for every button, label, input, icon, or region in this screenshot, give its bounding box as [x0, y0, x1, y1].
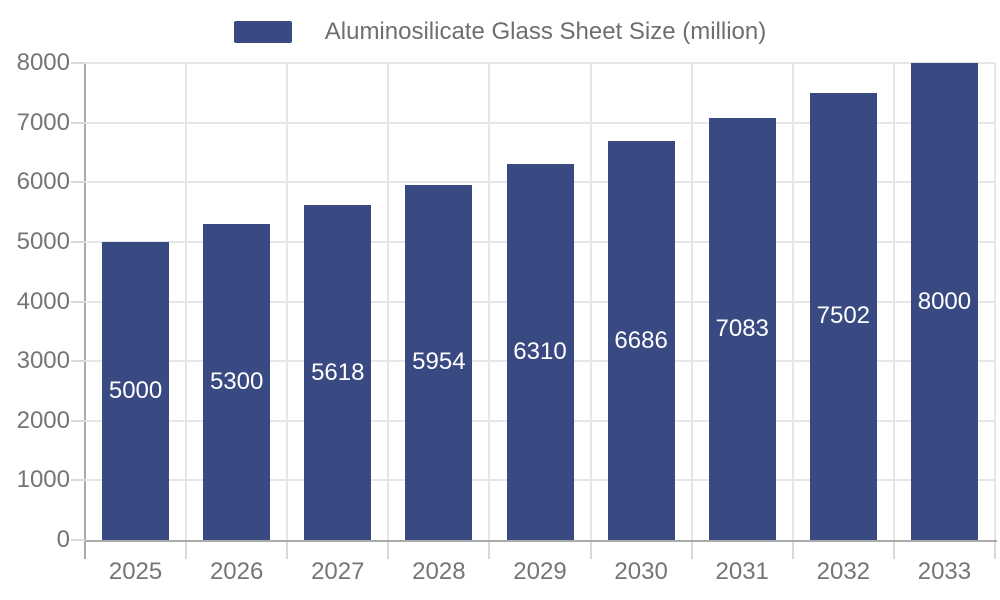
y-axis-tick — [71, 181, 85, 184]
legend-swatch[interactable] — [233, 21, 292, 43]
bar: 5618 — [304, 205, 372, 540]
bar-value-label: 5954 — [412, 348, 466, 376]
y-axis-tick — [71, 121, 85, 124]
x-axis-tick — [791, 542, 794, 559]
bar-value-label: 6686 — [614, 326, 668, 354]
x-axis-tick — [589, 542, 592, 559]
x-tick-label: 2028 — [412, 558, 466, 585]
y-tick-label: 8000 — [16, 49, 70, 76]
bar-value-label: 5300 — [209, 367, 264, 395]
bar: 6686 — [607, 141, 675, 540]
grid-line-h — [85, 62, 995, 64]
grid-line-v — [690, 63, 693, 540]
y-tick-label: 5000 — [16, 227, 70, 255]
x-axis-tick — [488, 542, 491, 559]
x-axis-tick — [387, 542, 390, 559]
grid-line-v — [185, 63, 188, 540]
bar: 7502 — [809, 92, 877, 540]
grid-line-v — [892, 63, 895, 540]
x-axis-tick — [286, 542, 289, 559]
y-tick-label: 2000 — [16, 406, 70, 434]
y-tick-label: 6000 — [16, 168, 70, 196]
bar: 5954 — [405, 184, 473, 540]
legend: Aluminosilicate Glass Sheet Size (millio… — [0, 18, 1000, 46]
y-tick-label: 1000 — [16, 466, 70, 494]
bar: 5000 — [102, 241, 170, 540]
bar: 6310 — [506, 163, 574, 540]
x-tick-label: 2027 — [311, 558, 365, 585]
bar: 7083 — [708, 117, 776, 540]
bar: 5300 — [203, 223, 271, 540]
grid-line-v — [286, 63, 289, 540]
x-tick-label: 2026 — [209, 558, 264, 585]
x-axis-tick — [185, 542, 188, 559]
bar-value-label: 7502 — [816, 302, 871, 330]
y-axis-tick — [71, 419, 85, 422]
x-axis-tick — [892, 542, 895, 559]
y-tick-label: 7000 — [16, 108, 70, 136]
x-axis-tick — [84, 542, 86, 559]
x-axis-tick — [690, 542, 693, 559]
x-axis-line — [85, 540, 997, 542]
bar: 8000 — [910, 63, 978, 540]
bar-value-label: 8000 — [917, 287, 972, 315]
y-tick-label: 4000 — [16, 287, 70, 315]
x-tick-label: 2031 — [715, 558, 769, 585]
x-tick-label: 2030 — [614, 558, 668, 585]
y-axis-tick — [71, 300, 85, 303]
bar-value-label: 6310 — [513, 337, 567, 365]
grid-line-h — [85, 121, 995, 124]
bar-value-label: 5000 — [108, 376, 163, 404]
plot-area: 5000 5300 5618 5954 6310 6686 7083 7502 8000 — [85, 62, 996, 540]
y-axis-tick — [71, 479, 85, 482]
grid-line-v — [791, 63, 794, 540]
y-axis-tick — [71, 360, 85, 363]
grid-line-v — [994, 63, 996, 540]
x-tick-label: 2029 — [513, 558, 567, 585]
y-axis-tick — [71, 539, 85, 541]
y-axis-line — [84, 63, 86, 542]
legend-label[interactable]: Aluminosilicate Glass Sheet Size (millio… — [324, 18, 767, 45]
bar-value-label: 5618 — [311, 358, 365, 386]
x-axis-tick — [994, 542, 996, 559]
bar-value-label: 7083 — [715, 314, 769, 342]
y-tick-label: 3000 — [16, 347, 70, 375]
y-tick-label: 0 — [56, 526, 70, 553]
y-axis-tick — [71, 62, 85, 64]
grid-line-v — [589, 63, 592, 540]
x-tick-label: 2033 — [917, 558, 972, 585]
grid-line-v — [488, 63, 491, 540]
y-axis-tick — [71, 240, 85, 243]
grid-line-v — [387, 63, 390, 540]
x-tick-label: 2032 — [816, 558, 871, 585]
x-tick-label: 2025 — [108, 558, 163, 585]
